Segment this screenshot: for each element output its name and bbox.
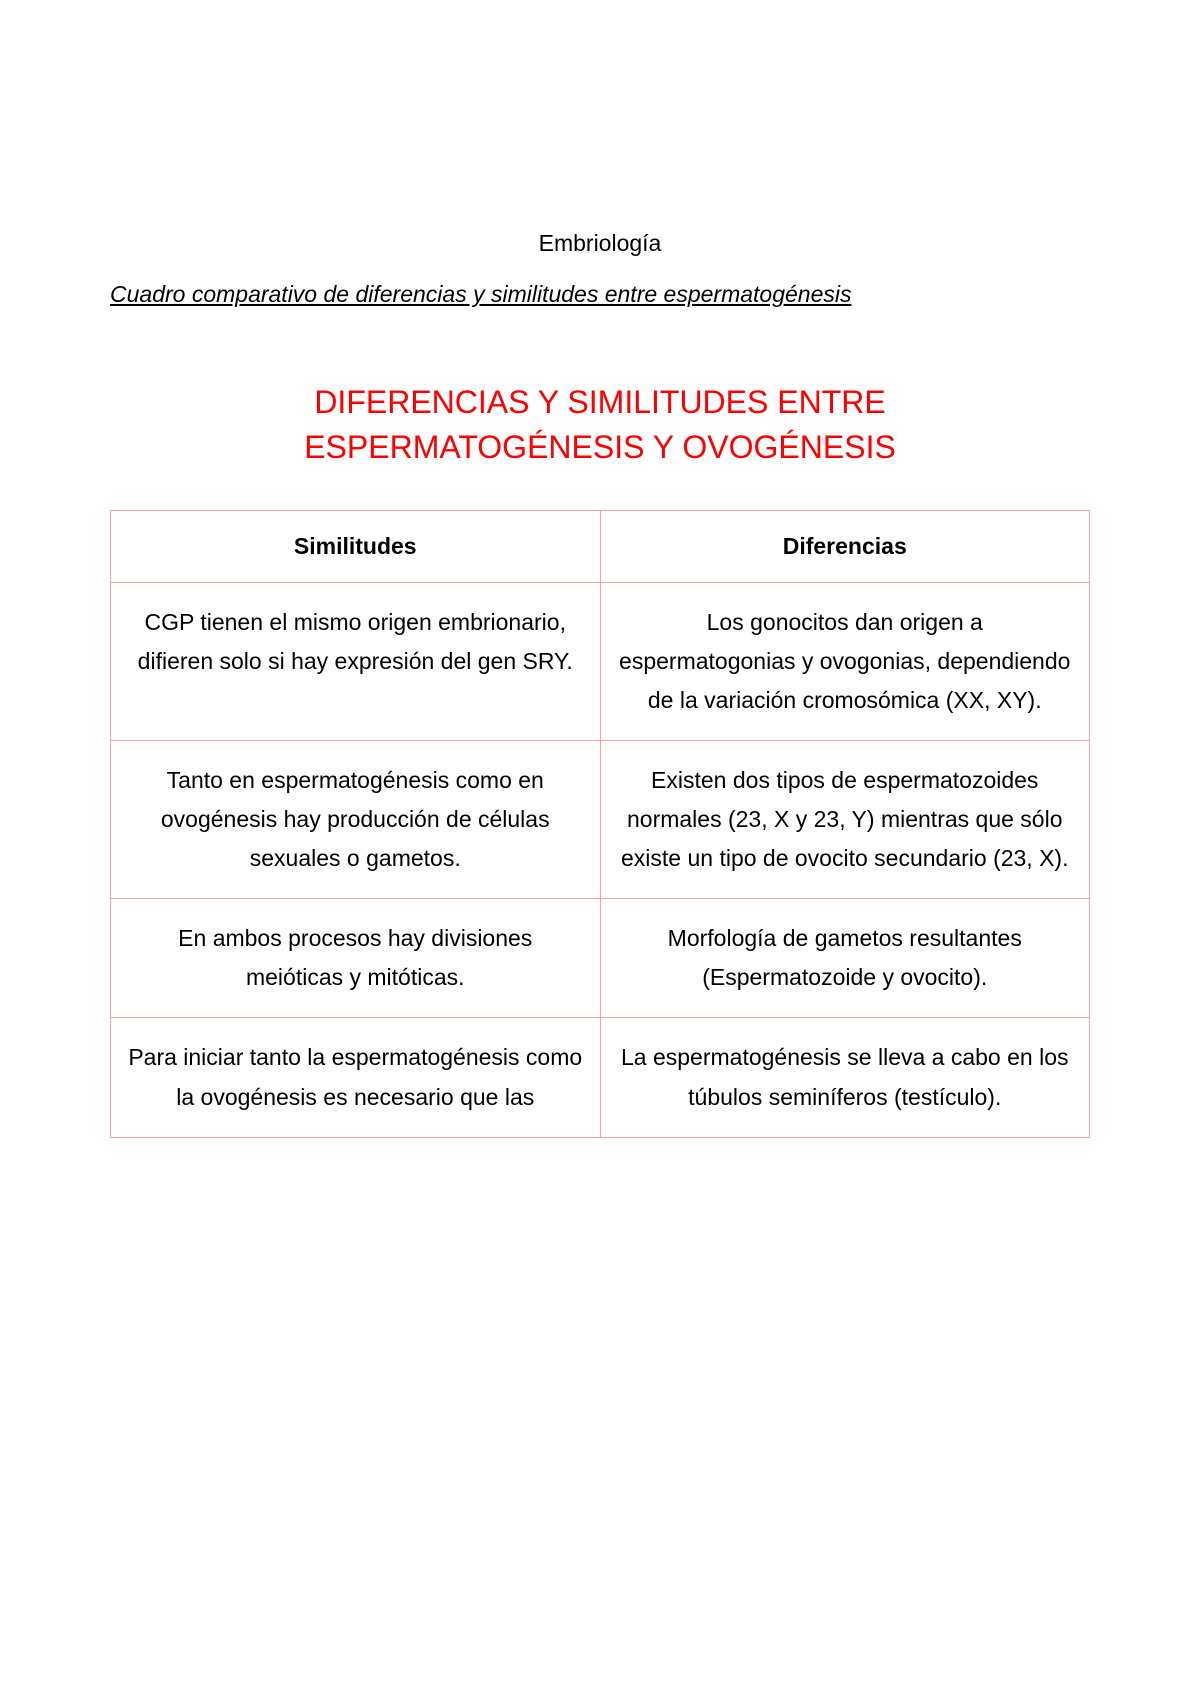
column-header-diferencias: Diferencias [600,510,1090,582]
table-header-row: Similitudes Diferencias [111,510,1090,582]
cell-diferencia: Existen dos tipos de espermatozoides nor… [600,740,1090,898]
cell-diferencia: La espermatogénesis se lleva a cabo en l… [600,1018,1090,1137]
cell-similitud: Para iniciar tanto la espermatogénesis c… [111,1018,601,1137]
column-header-similitudes: Similitudes [111,510,601,582]
table-row: En ambos procesos hay divisiones meiótic… [111,899,1090,1018]
cell-similitud: CGP tienen el mismo origen embrionario, … [111,582,601,740]
comparison-table: Similitudes Diferencias CGP tienen el mi… [110,510,1090,1138]
table-row: Tanto en espermatogénesis como en ovogén… [111,740,1090,898]
cell-similitud: En ambos procesos hay divisiones meiótic… [111,899,601,1018]
subject-label: Embriología [110,230,1090,257]
cell-diferencia: Morfología de gametos resultantes (Esper… [600,899,1090,1018]
table-row: Para iniciar tanto la espermatogénesis c… [111,1018,1090,1137]
cell-similitud: Tanto en espermatogénesis como en ovogén… [111,740,601,898]
main-title: DIFERENCIAS Y SIMILITUDES ENTRE ESPERMAT… [110,380,1090,470]
table-row: CGP tienen el mismo origen embrionario, … [111,582,1090,740]
cell-diferencia: Los gonocitos dan origen a espermatogoni… [600,582,1090,740]
subtitle-text: Cuadro comparativo de diferencias y simi… [110,281,1090,308]
